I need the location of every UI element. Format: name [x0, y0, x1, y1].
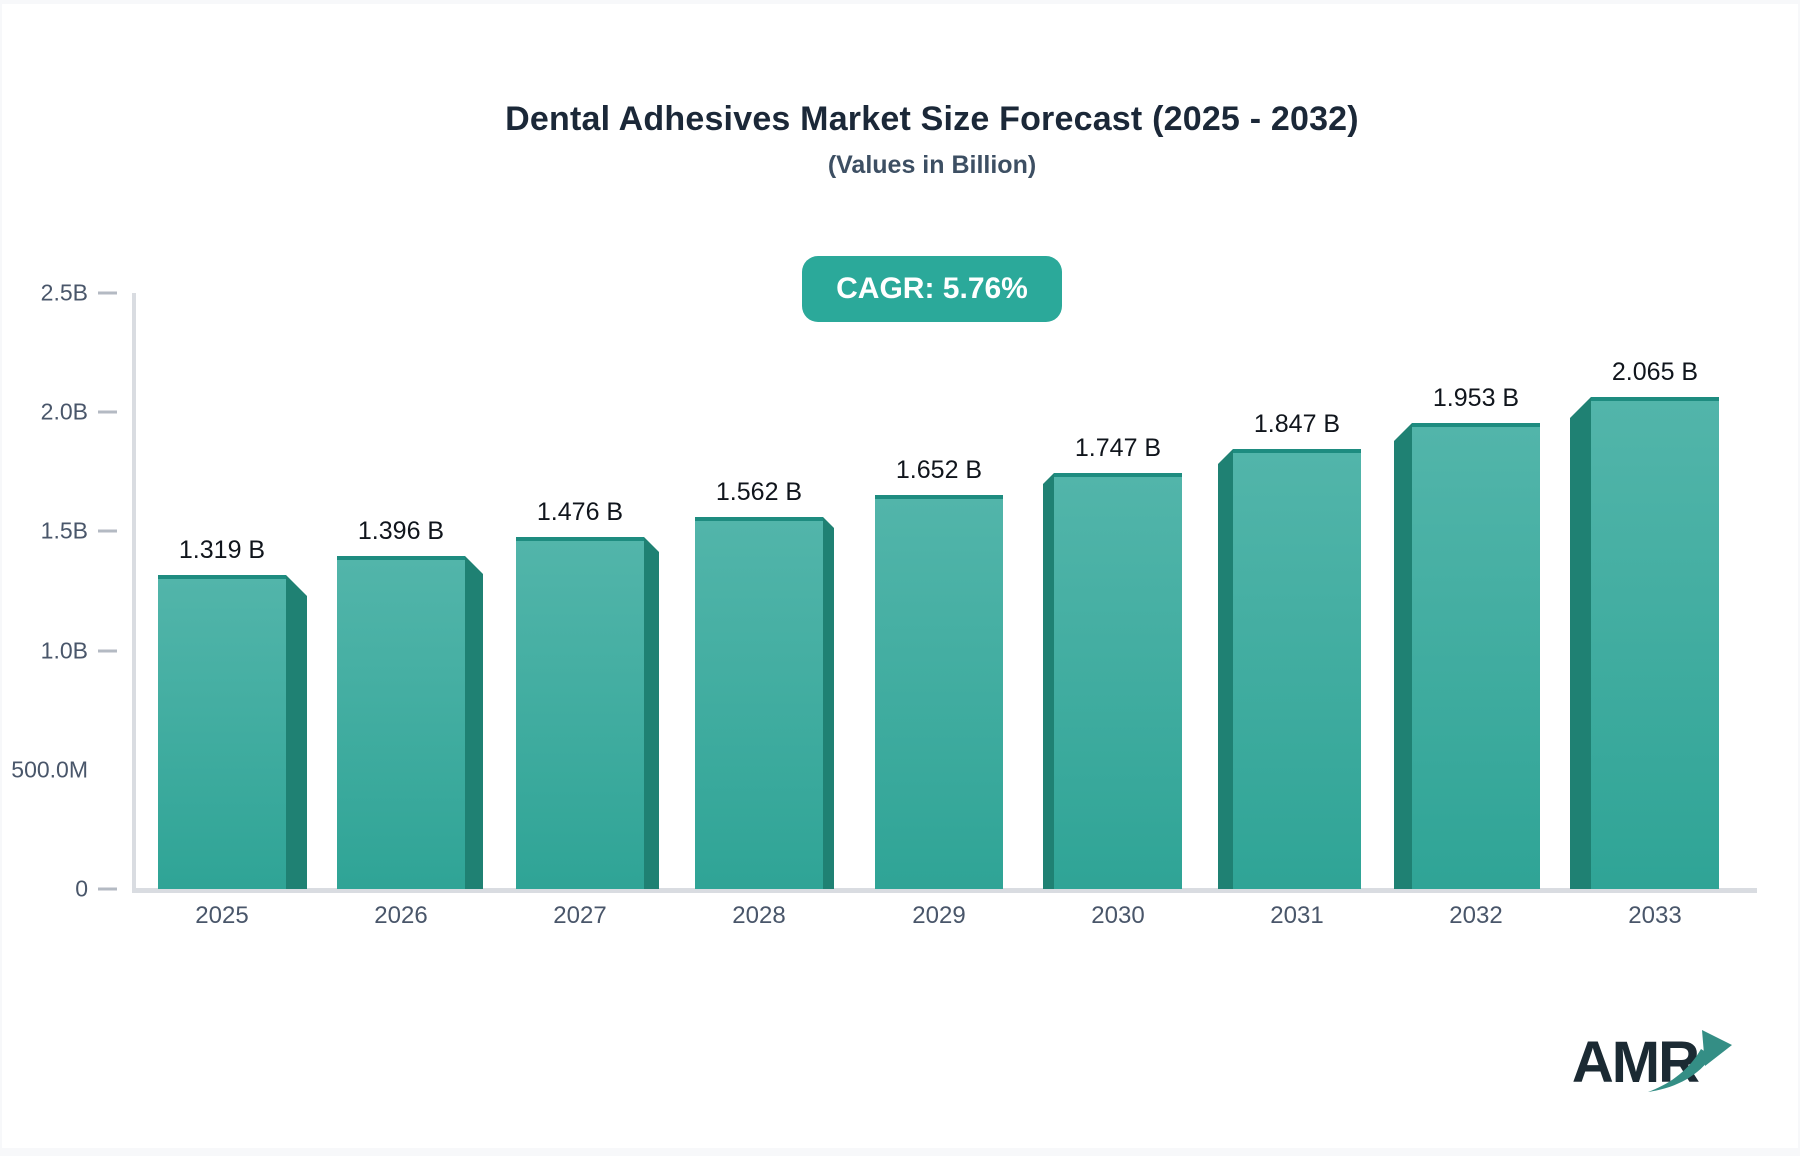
- x-tick-label: 2028: [732, 902, 786, 929]
- bar-value-label: 1.562 B: [715, 478, 803, 506]
- y-tick-label: 2.0B: [40, 398, 88, 425]
- bar-value-label: 1.747 B: [1074, 434, 1162, 462]
- badge-row: CAGR: 5.76%: [74, 256, 1790, 322]
- y-tick-mark: [98, 410, 117, 414]
- bar-3d-side: [1570, 397, 1591, 889]
- bar-2025[interactable]: [158, 575, 286, 889]
- bar-2029[interactable]: [875, 495, 1003, 889]
- cagr-badge: CAGR: 5.76%: [802, 256, 1062, 322]
- x-tick-label: 2031: [1270, 902, 1324, 929]
- bar-3d-side: [286, 575, 307, 889]
- bar-2032[interactable]: [1412, 423, 1540, 889]
- bar-value-label: 1.953 B: [1432, 384, 1520, 412]
- x-tick-label: 2027: [553, 902, 607, 929]
- chart-card: Dental Adhesives Market Size Forecast (2…: [2, 4, 1798, 1148]
- bar-2027[interactable]: [516, 537, 644, 889]
- x-tick-label: 2032: [1449, 902, 1503, 929]
- bar-value-label: 1.396 B: [357, 517, 445, 545]
- y-tick-label: 2.5B: [40, 279, 88, 306]
- y-axis-line: [132, 293, 136, 889]
- bar-2028[interactable]: [695, 517, 823, 889]
- y-tick-label: 1.0B: [40, 637, 88, 664]
- amr-logo: AMR: [1572, 1030, 1732, 1092]
- x-tick-label: 2030: [1091, 902, 1145, 929]
- chart-header: Dental Adhesives Market Size Forecast (2…: [74, 98, 1790, 180]
- y-tick-label: 500.0M: [11, 756, 88, 783]
- bar-value-label: 1.476 B: [536, 498, 624, 526]
- x-tick-label: 2025: [195, 902, 249, 929]
- x-axis-line: [132, 888, 1757, 893]
- y-tick-label: 1.5B: [40, 517, 88, 544]
- bar-2031[interactable]: [1233, 449, 1361, 889]
- bar-3d-side: [823, 517, 834, 889]
- bar-2030[interactable]: [1054, 473, 1182, 889]
- growth-arrow-icon: [1648, 1030, 1732, 1092]
- y-tick-mark: [98, 649, 117, 653]
- bar-value-label: 2.065 B: [1611, 358, 1699, 386]
- bar-3d-side: [1218, 449, 1233, 889]
- bar-value-label: 1.652 B: [895, 456, 983, 484]
- y-tick-label: 0: [75, 875, 88, 902]
- y-tick-mark: [98, 529, 117, 533]
- bar-2033[interactable]: [1591, 397, 1719, 889]
- x-tick-label: 2029: [912, 902, 966, 929]
- bar-3d-side: [465, 556, 483, 889]
- x-tick-label: 2033: [1628, 902, 1682, 929]
- bar-2026[interactable]: [337, 556, 465, 889]
- bar-value-label: 1.319 B: [178, 536, 266, 564]
- x-tick-label: 2026: [374, 902, 428, 929]
- chart-subtitle: (Values in Billion): [827, 151, 1037, 179]
- bar-3d-side: [1394, 423, 1412, 889]
- page-title: Dental Adhesives Market Size Forecast (2…: [505, 100, 1359, 138]
- bar-value-label: 1.847 B: [1253, 410, 1341, 438]
- y-tick-mark: [98, 887, 117, 891]
- bar-3d-side: [1043, 473, 1054, 889]
- y-tick-mark: [98, 291, 117, 295]
- plot-area: 2.5B 2.0B 1.5B 1.0B 500.0M 0 1.319 B 2025 1.396 …: [11, 280, 1757, 929]
- bar-3d-side: [644, 537, 659, 889]
